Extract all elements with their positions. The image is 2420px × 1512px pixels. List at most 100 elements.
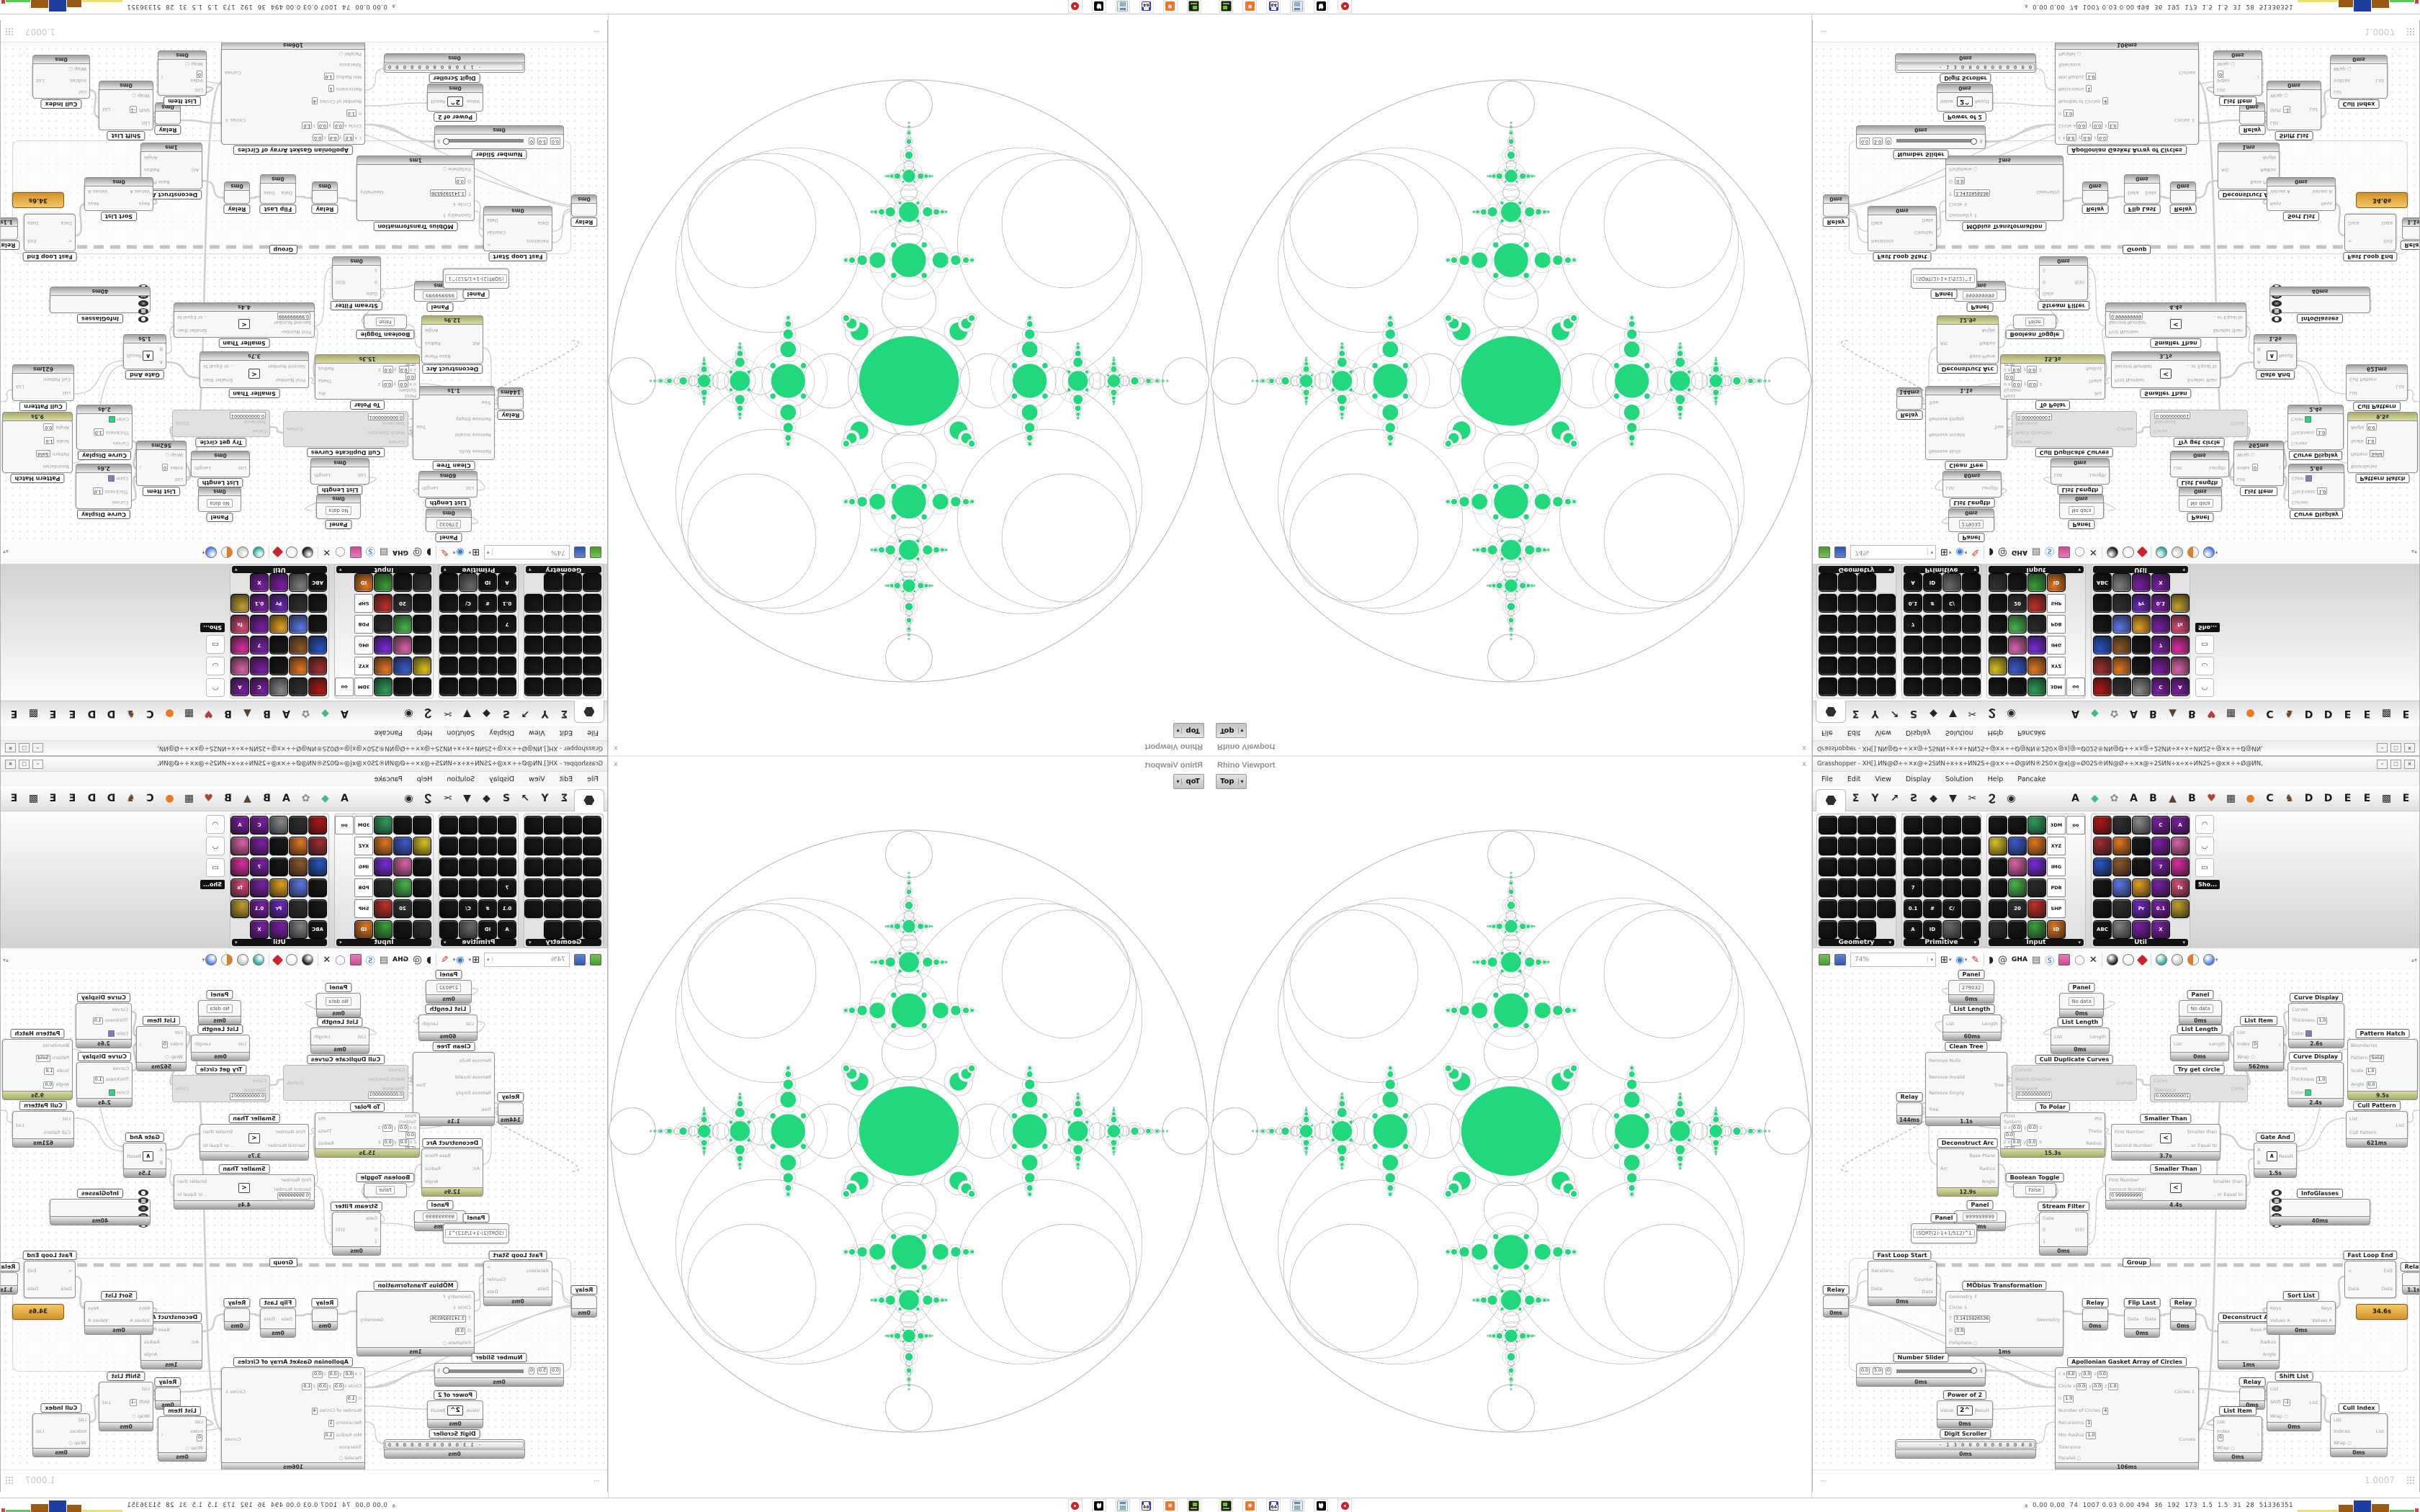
palette-icon[interactable]	[289, 657, 308, 675]
palette-icon[interactable]	[1857, 878, 1876, 897]
palette-icon[interactable]	[250, 878, 269, 897]
category-tab-icon-5[interactable]: ▼	[1949, 708, 1957, 719]
gh-node-smaller-than-2[interactable]: Smaller Than First Number Second Number 0.…	[174, 1164, 315, 1210]
preview-eye-icon[interactable]: ◉ ▾	[452, 954, 465, 966]
palette-icon[interactable]	[2112, 594, 2131, 613]
palette-icon[interactable]: ◠	[2195, 678, 2214, 697]
plugin-tab-3[interactable]: A	[2130, 708, 2138, 719]
gh-node-panel-2[interactable]: Panel No data 0ms	[316, 983, 361, 1018]
palette-icon[interactable]	[2151, 657, 2170, 675]
palette-icon[interactable]: 20	[2008, 594, 2027, 613]
palette-icon[interactable]	[1942, 615, 1961, 634]
palette-icon[interactable]: ◡	[206, 657, 225, 675]
gh-node-fast-loop-start[interactable]: Fast Loop Start Iterations Data > Counter Dat…	[1868, 206, 1937, 261]
launcher-cat-icon[interactable]	[1092, 1499, 1106, 1512]
gh-node-group-label[interactable]: Group	[269, 245, 297, 254]
category-tab-icon-2[interactable]: ↗	[1890, 708, 1899, 719]
palette-icon[interactable]	[2008, 636, 2027, 654]
category-tab-icon-3[interactable]: Ƨ	[502, 708, 510, 719]
quality-low-icon[interactable]	[253, 544, 265, 560]
palette-icon[interactable]: C/	[459, 594, 478, 613]
plugin-tab-16[interactable]: ▩	[2381, 793, 2392, 804]
palette-icon[interactable]	[289, 816, 308, 834]
palette-icon[interactable]: ID	[478, 920, 497, 939]
definition-canvas[interactable]: Panel 279032 0ms List Length List Length 60ms C…	[1813, 970, 2419, 1470]
launcher-calc-icon[interactable]	[1290, 1499, 1304, 1512]
palette-icon[interactable]	[2027, 678, 2046, 696]
magnet-icon[interactable]: ◗	[426, 954, 431, 966]
palette-icon[interactable]: SHP	[354, 899, 373, 918]
palette-icon[interactable]	[2112, 573, 2131, 592]
palette-icon[interactable]	[459, 837, 478, 855]
preview-eye-icon[interactable]: ◉ ▾	[1955, 954, 1968, 966]
palette-icon[interactable]: 20	[393, 899, 412, 918]
palette-icon[interactable]	[1838, 816, 1857, 834]
gh-node-smaller-than-1[interactable]: Smaller Than First Number Second Number < Sm…	[2111, 351, 2220, 398]
category-tab-icon-4[interactable]: ◆	[483, 708, 490, 719]
grasshopper-titlebar[interactable]: Grasshopper - XH[].ИN@Ø÷÷×x@÷2SИN÷x÷x÷ИN…	[1813, 757, 2419, 772]
plugin-tab-7[interactable]: ♥	[2207, 708, 2216, 719]
quality-half-icon[interactable]	[2187, 952, 2199, 968]
palette-icon[interactable]: ID	[478, 573, 497, 592]
gh-node-flip-last[interactable]: Flip Last Data Data 0ms	[2123, 174, 2161, 214]
gh-node-panel-3[interactable]: Panel No data 0ms	[2179, 487, 2222, 522]
palette-icon[interactable]	[2171, 899, 2190, 918]
plugin-tab-4[interactable]: B	[2149, 708, 2157, 719]
palette-icon[interactable]	[393, 920, 412, 939]
plugin-tab-13[interactable]: D	[87, 793, 97, 804]
palette-icon[interactable]	[1877, 615, 1896, 634]
palette-icon[interactable]	[393, 858, 412, 876]
palette-icon[interactable]	[2093, 615, 2112, 634]
magnet-icon[interactable]: ◗	[426, 546, 431, 558]
palette-icon[interactable]	[1989, 636, 2007, 654]
menu-edit[interactable]: Edit	[1847, 729, 1861, 737]
palette-icon[interactable]: IMG	[2047, 636, 2066, 654]
plugin-tab-2[interactable]: ✿	[2110, 708, 2119, 719]
palette-icon[interactable]	[2008, 573, 2027, 592]
plugin-tab-3[interactable]: A	[282, 793, 290, 804]
palette-icon[interactable]	[269, 615, 288, 634]
gh-node-shift-list[interactable]: Shift List List Shift -1 Wrap ○ List 0ms	[99, 1372, 153, 1431]
palette-icon[interactable]	[1923, 615, 1942, 634]
gh-node-panel-list-length-1[interactable]: Panel 279032 0ms	[426, 508, 472, 542]
palette-icon[interactable]	[1819, 899, 1837, 918]
gh-node-boolean-toggle[interactable]: Boolean Toggle False	[356, 1173, 415, 1197]
palette-icon[interactable]	[1942, 878, 1961, 897]
palette-icon[interactable]	[544, 878, 563, 897]
plugin-tab-4[interactable]: B	[2149, 793, 2157, 804]
palette-group-footer[interactable]: Input ▾	[336, 939, 431, 946]
gh-node-list-length-1[interactable]: List Length List Length 60ms	[1942, 1004, 2002, 1041]
palette-icon[interactable]	[524, 878, 543, 897]
palette-icon[interactable]	[393, 678, 412, 696]
palette-icon[interactable]	[1857, 899, 1876, 918]
plugin-tab-7[interactable]: ♥	[204, 793, 213, 804]
palette-icon[interactable]	[498, 678, 516, 696]
gh-node-list-item-2[interactable]: List Item List Index 0 Wrap ○ i 0ms	[2213, 1406, 2262, 1462]
palette-icon[interactable]: ABC	[2093, 573, 2112, 592]
palette-icon[interactable]	[308, 657, 327, 675]
gh-node-relay-b[interactable]: Relay 0ms	[223, 181, 251, 214]
gh-node-list-item-2[interactable]: List Item List Index 0 Wrap ○ i 0ms	[2213, 50, 2262, 106]
palette-icon[interactable]	[2008, 615, 2027, 634]
palette-icon[interactable]	[1923, 657, 1942, 675]
palette-icon[interactable]	[2093, 899, 2112, 918]
menu-display[interactable]: Display	[1905, 729, 1931, 737]
preview-wire-icon[interactable]	[286, 544, 298, 560]
palette-icon[interactable]	[1857, 858, 1876, 876]
balloon-icon[interactable]: ◯	[335, 546, 346, 558]
palette-icon[interactable]	[2027, 837, 2046, 855]
gh-node-stream-filter[interactable]: Stream Filter Gate 0 1 S(0) 0ms	[331, 1202, 382, 1256]
palette-icon[interactable]	[374, 816, 393, 834]
gh-node-relay-edge[interactable]: Relay 0ms	[1822, 194, 1850, 227]
category-tab-icon-2[interactable]: ↗	[1890, 793, 1899, 804]
menu-edit[interactable]: Edit	[1847, 775, 1861, 783]
palette-icon[interactable]	[289, 594, 308, 613]
gh-node-cull-index[interactable]: Cull Index List Indices Wrap ○ List 0ms	[2330, 55, 2388, 109]
plugin-tab-13[interactable]: D	[2323, 793, 2333, 804]
palette-icon[interactable]	[478, 657, 497, 675]
palette-icon[interactable]	[269, 858, 288, 876]
